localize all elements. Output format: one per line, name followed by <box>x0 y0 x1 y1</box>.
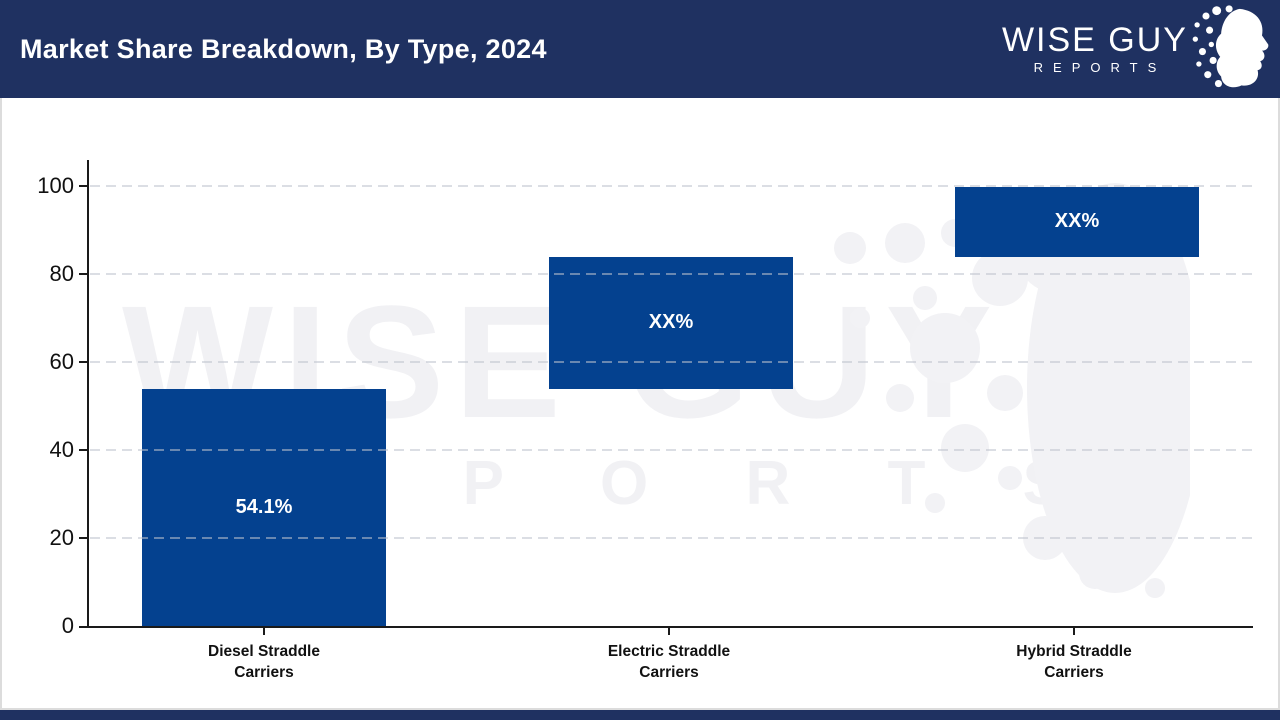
x-label-hybrid-line2: Carriers <box>1044 664 1104 681</box>
gridline-100 <box>90 185 1253 187</box>
brand-name: WISE GUY <box>1001 20 1188 59</box>
x-tickmark-diesel <box>263 628 265 635</box>
y-tick-label-100: 100 <box>37 173 74 198</box>
header-bar: Market Share Breakdown, By Type, 2024 WI… <box>0 0 1280 98</box>
bar-diesel <box>142 389 386 627</box>
brand-logo: WISE GUY REPORTS <box>1002 4 1270 92</box>
y-tick-label-40: 40 <box>49 437 74 462</box>
gridline-60 <box>90 361 1253 363</box>
bar-label-hybrid: XX% <box>1054 210 1100 232</box>
brand-subname: REPORTS <box>1033 59 1167 75</box>
footer-bar <box>0 710 1280 720</box>
bar-hybrid <box>955 187 1199 257</box>
x-label-electric-line2: Carriers <box>639 664 699 681</box>
brand-logo-text: WISE GUY REPORTS <box>1002 22 1188 75</box>
gridline-20 <box>90 537 1253 539</box>
y-tick-label-60: 60 <box>49 349 74 374</box>
bar-electric <box>549 257 793 389</box>
x-label-hybrid-line1: Hybrid Straddle <box>1016 643 1132 660</box>
y-tick-label-0: 0 <box>61 613 74 638</box>
x-label-hybrid: Hybrid Straddle Carriers <box>959 641 1189 683</box>
bar-label-diesel: 54.1% <box>235 496 293 518</box>
y-tickmark-0 <box>79 626 87 628</box>
x-label-diesel-line2: Carriers <box>234 664 294 681</box>
x-label-diesel: Diesel Straddle Carriers <box>149 641 379 683</box>
x-axis-line <box>87 626 1253 628</box>
y-tick-label-80: 80 <box>49 261 74 286</box>
logo-head-icon <box>1192 5 1269 88</box>
y-tick-label-20: 20 <box>49 525 74 550</box>
page-title: Market Share Breakdown, By Type, 2024 <box>20 33 547 64</box>
x-label-diesel-line1: Diesel Straddle <box>208 643 320 660</box>
gridline-40 <box>90 449 1253 451</box>
y-tickmark-40 <box>79 449 87 451</box>
y-tickmark-80 <box>79 273 87 275</box>
x-tickmark-electric <box>668 628 670 635</box>
x-tickmark-hybrid <box>1073 628 1075 635</box>
x-label-electric: Electric Straddle Carriers <box>554 641 784 683</box>
y-axis-line <box>87 160 89 628</box>
bar-label-electric: XX% <box>648 311 694 333</box>
gridline-80 <box>90 273 1253 275</box>
y-tickmark-20 <box>79 537 87 539</box>
y-tickmark-100 <box>79 185 87 187</box>
y-tickmark-60 <box>79 361 87 363</box>
x-label-electric-line1: Electric Straddle <box>607 643 731 660</box>
